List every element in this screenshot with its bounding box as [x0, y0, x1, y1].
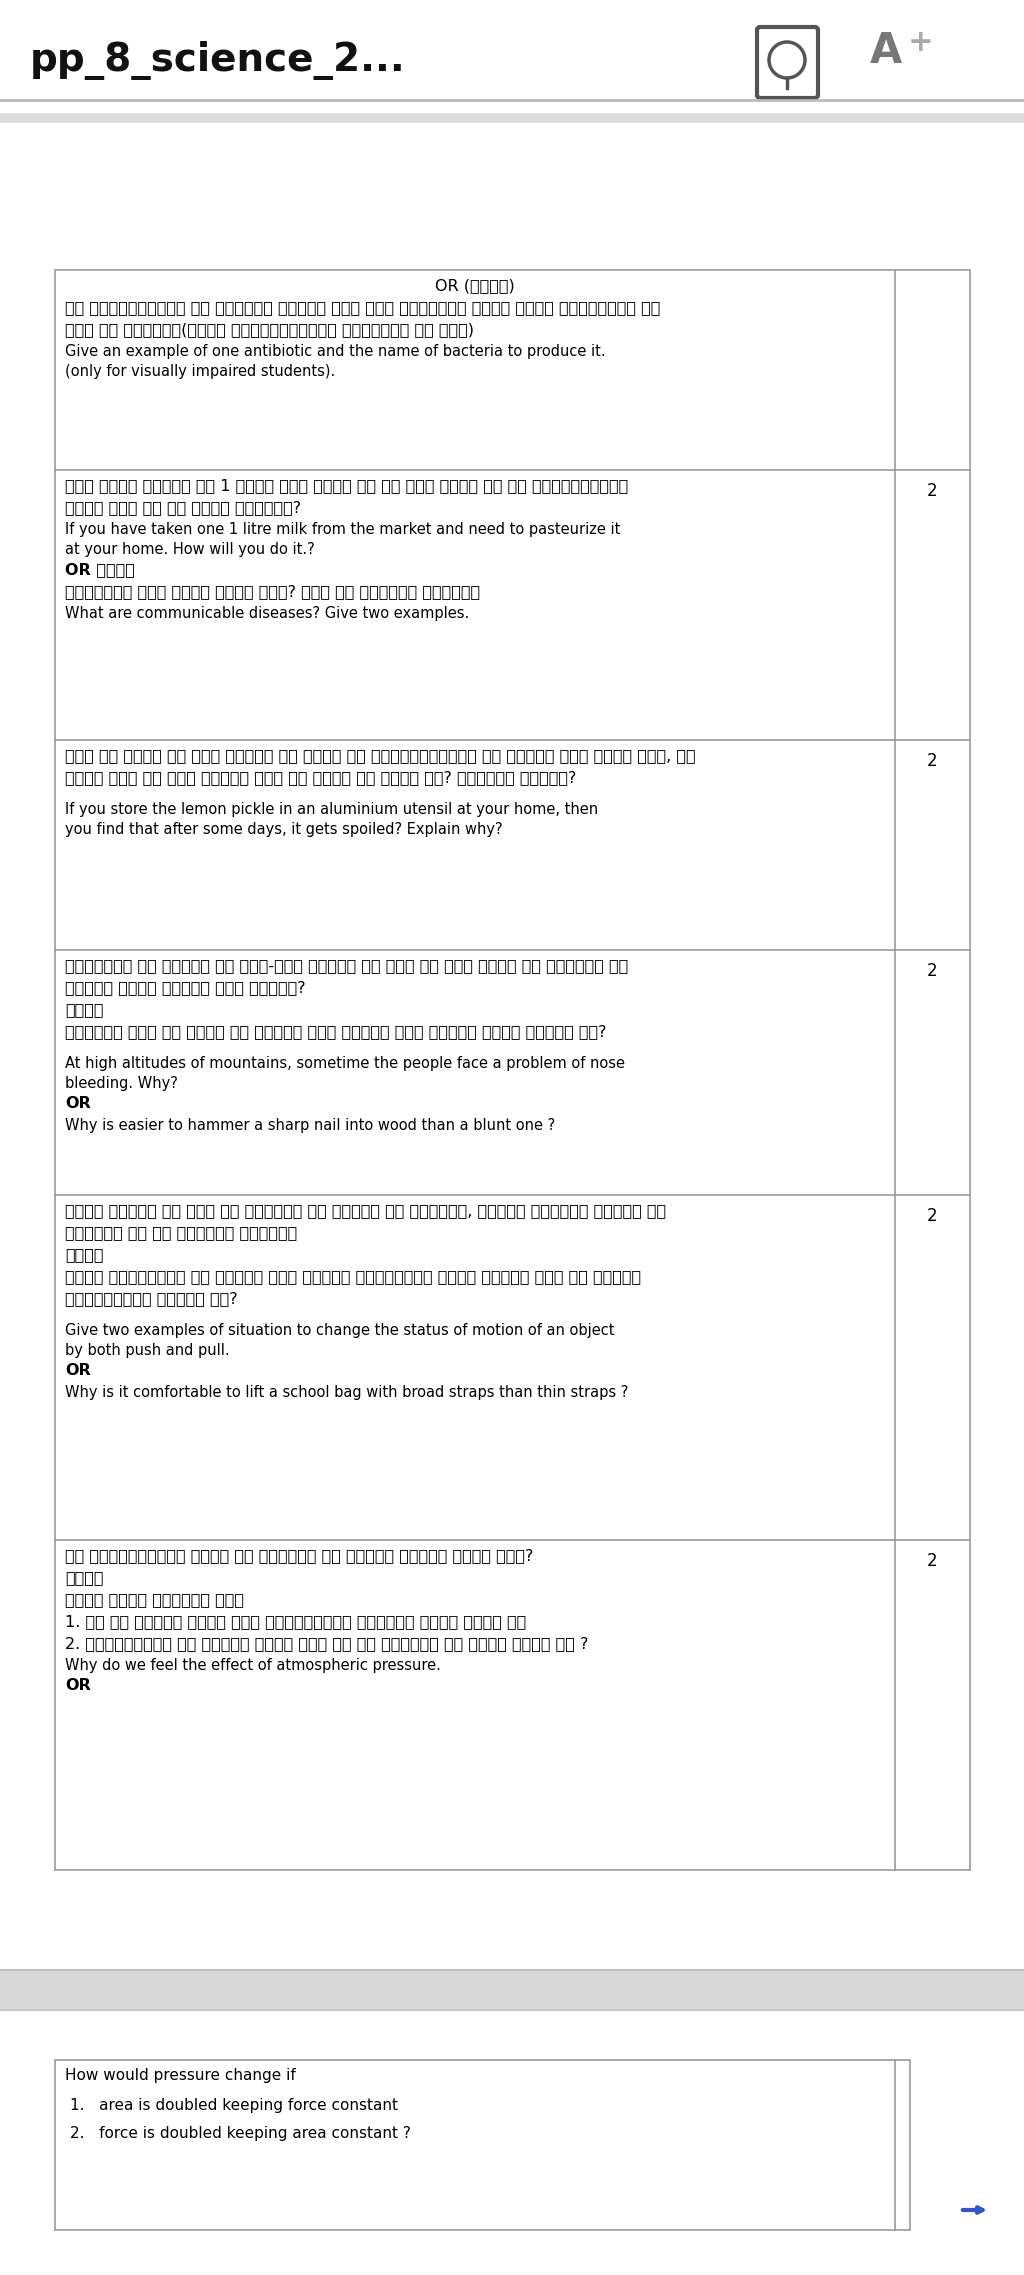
- Text: 2: 2: [927, 962, 938, 981]
- Text: अथवा: अथवा: [65, 1570, 103, 1586]
- Text: अगर आपने बाजार से 1 लीटर दूध लिया है और उसे अपने घर पर पाश्चुराइज: अगर आपने बाजार से 1 लीटर दूध लिया है और …: [65, 478, 629, 494]
- Text: 2: 2: [927, 1208, 938, 1224]
- Text: 1. बल को स्थिर रखते हुए क्षेत्रफल दोगुना किया जाता है: 1. बल को स्थिर रखते हुए क्षेत्रफल दोगुना…: [65, 1613, 526, 1629]
- Text: Why do we feel the effect of atmospheric pressure.: Why do we feel the effect of atmospheric…: [65, 1658, 441, 1672]
- Text: नाम भी बताइए।(केवल दृष्टिबाधित छात्रों के लिए): नाम भी बताइए।(केवल दृष्टिबाधित छात्रों क…: [65, 323, 474, 337]
- Text: pp_8_science_2...: pp_8_science_2...: [30, 41, 406, 80]
- Text: किसी वस्तु की गति की स्थिति को धक्का और खींचना, दोनों द्वारा बदलने की: किसी वस्तु की गति की स्थिति को धक्का और …: [65, 1203, 667, 1217]
- Text: स्थिति के दो उदाहरण दीजिए।: स्थिति के दो उदाहरण दीजिए।: [65, 1224, 297, 1240]
- Text: OR: OR: [65, 1097, 91, 1110]
- Text: 2: 2: [927, 753, 938, 769]
- Text: 2: 2: [927, 1552, 938, 1570]
- Text: अथवा: अथवा: [65, 1001, 103, 1017]
- Text: you find that after some days, it gets spoiled? Explain why?: you find that after some days, it gets s…: [65, 821, 503, 837]
- Text: 2.   force is doubled keeping area constant ?: 2. force is doubled keeping area constan…: [70, 2127, 411, 2141]
- Text: at your home. How will you do it.?: at your home. How will you do it.?: [65, 541, 314, 557]
- Bar: [55, 271, 970, 1870]
- Text: हम वायुमंडलीय दबाव के प्रभाव को क्यों महसूस करते हैं?: हम वायुमंडलीय दबाव के प्रभाव को क्यों मह…: [65, 1547, 534, 1563]
- Text: सुविधाजनक क्यों है?: सुविधाजनक क्यों है?: [65, 1290, 238, 1306]
- Text: पतली पट्टियों की तुलना में चौड़ी पट्टियों वाले स्कूल बैग को उठाना: पतली पट्टियों की तुलना में चौड़ी पट्टियो…: [65, 1269, 641, 1283]
- Text: 2: 2: [927, 482, 938, 500]
- Text: अथवा: अथवा: [65, 1247, 103, 1263]
- Text: एक प्रतिजैविक का उदाहरण दीजिए तथा इसे उत्पन्न करने वाले जीवाणुओं का: एक प्रतिजैविक का उदाहरण दीजिए तथा इसे उत…: [65, 300, 660, 314]
- Text: by both push and pull.: by both push and pull.: [65, 1342, 229, 1358]
- Text: (only for visually impaired students).: (only for visually impaired students).: [65, 364, 335, 380]
- FancyBboxPatch shape: [757, 27, 818, 98]
- Text: Give an example of one antibiotic and the name of bacteria to produce it.: Give an example of one antibiotic and th…: [65, 344, 605, 359]
- Text: At high altitudes of mountains, sometime the people face a problem of nose: At high altitudes of mountains, sometime…: [65, 1056, 625, 1072]
- Text: OR (अथवा): OR (अथवा): [435, 278, 515, 293]
- Text: करना है। आप वह कैसे करोगे।?: करना है। आप वह कैसे करोगे।?: [65, 500, 301, 514]
- Text: पाते हैं कि कुछ दिनों बाद यह खराब हो जाता है? समझाइए क्यों?: पाते हैं कि कुछ दिनों बाद यह खराब हो जात…: [65, 769, 577, 785]
- Text: दबाव कैसे बदलेगा अगर: दबाव कैसे बदलेगा अगर: [65, 1592, 244, 1606]
- Text: अगर आप अपने घर में नींबू के अचार को एल्युमिनियम के बर्तन में रखते हैं, तो: अगर आप अपने घर में नींबू के अचार को एल्य…: [65, 748, 695, 762]
- Text: +: +: [908, 27, 934, 57]
- Text: 1.   area is doubled keeping force constant: 1. area is doubled keeping force constan…: [70, 2098, 398, 2113]
- Text: OR: OR: [65, 1363, 91, 1379]
- Text: If you store the lemon pickle in an aluminium utensil at your home, then: If you store the lemon pickle in an alum…: [65, 803, 598, 817]
- Text: Why is it comfortable to lift a school bag with broad straps than thin straps ?: Why is it comfortable to lift a school b…: [65, 1385, 629, 1399]
- Text: Why is easier to hammer a sharp nail into wood than a blunt one ?: Why is easier to hammer a sharp nail int…: [65, 1117, 555, 1133]
- Text: What are communicable diseases? Give two examples.: What are communicable diseases? Give two…: [65, 605, 469, 621]
- Text: 2. क्षेत्रफल को स्थिर रखते हुए बल को दुगुना कर दिया जाता है ?: 2. क्षेत्रफल को स्थिर रखते हुए बल को दुग…: [65, 1636, 589, 1652]
- Text: How would pressure change if: How would pressure change if: [65, 2068, 296, 2084]
- Text: If you have taken one 1 litre milk from the market and need to pasteurize it: If you have taken one 1 litre milk from …: [65, 521, 621, 537]
- Text: A: A: [870, 30, 902, 73]
- Circle shape: [769, 41, 805, 77]
- Text: संकरामक रोग क्या होते हैं? कोई दो उदाहरण दीजिए।: संकरामक रोग क्या होते हैं? कोई दो उदाहरण…: [65, 585, 480, 598]
- Text: नुकीले कील को कुंद की तुलना में लकड़ी में ठोकना आसान क्यों है?: नुकीले कील को कुंद की तुलना में लकड़ी मे…: [65, 1024, 606, 1040]
- Text: सामना करना पड़ता है। क्यों?: सामना करना पड़ता है। क्यों?: [65, 981, 305, 994]
- Text: OR: OR: [65, 1679, 91, 1693]
- Text: bleeding. Why?: bleeding. Why?: [65, 1076, 178, 1092]
- Text: पहाड़ों की ऊंचाई पर कभी-कभी लोगों को नाक से खून बहने की समस्या का: पहाड़ों की ऊंचाई पर कभी-कभी लोगों को नाक…: [65, 958, 629, 974]
- Text: Give two examples of situation to change the status of motion of an object: Give two examples of situation to change…: [65, 1324, 614, 1338]
- Text: OR अथवा: OR अथवा: [65, 562, 135, 578]
- Bar: [55, 2059, 910, 2230]
